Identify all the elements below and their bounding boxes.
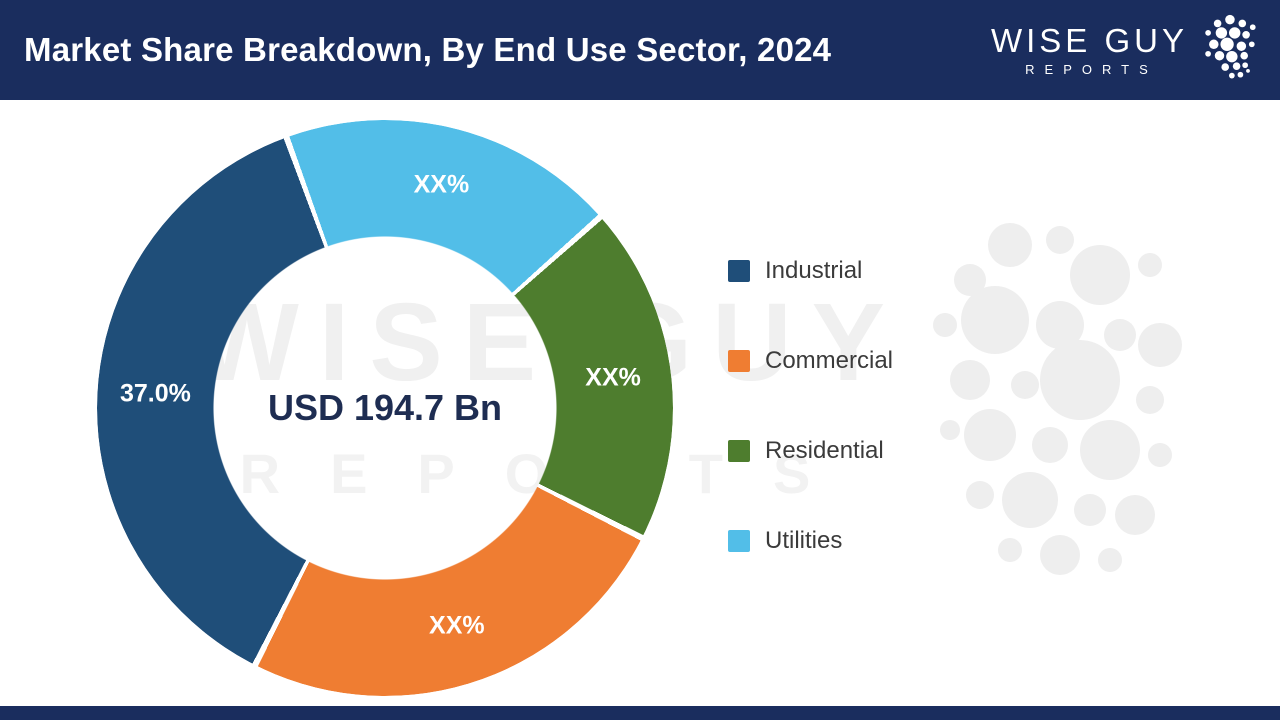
segment-value-label: XX% — [413, 170, 470, 199]
chart-center-value: USD 194.7 Bn — [267, 387, 503, 428]
legend-label: Commercial — [765, 347, 894, 374]
brand-logo: WISE GUY REPORTS — [991, 12, 1258, 88]
segment-value-label: 37.0% — [119, 379, 191, 408]
logo-head-icon — [1205, 14, 1256, 79]
header: Market Share Breakdown, By End Use Secto… — [0, 0, 1280, 100]
legend-item: Utilities — [728, 527, 893, 554]
segment-value-label: XX% — [429, 611, 485, 640]
legend-item: Residential — [728, 437, 893, 464]
watermark-head-graphic — [933, 223, 1182, 575]
chart-legend: Industrial Commercial Residential Utilities — [728, 257, 894, 554]
footer-bar — [0, 706, 1280, 720]
legend-swatch — [728, 440, 750, 462]
legend-swatch — [728, 530, 750, 552]
segment-value-label: XX% — [585, 363, 641, 392]
legend-swatch — [728, 350, 750, 372]
legend-item: Industrial — [728, 257, 893, 284]
logo-line2: REPORTS — [1025, 61, 1158, 77]
donut-chart-wrap: USD 194.7 Bn XX% XX% XX% 37.0% — [97, 120, 673, 696]
legend-label: Residential — [765, 437, 884, 464]
donut-chart — [97, 120, 673, 696]
legend-label: Utilities — [765, 527, 843, 554]
page-title: Market Share Breakdown, By End Use Secto… — [24, 31, 832, 68]
legend-label: Industrial — [765, 257, 863, 284]
legend-swatch — [728, 260, 750, 282]
logo-line1: WISE GUY — [990, 21, 1188, 59]
legend-item: Commercial — [728, 347, 894, 374]
logo-wordmark: WISE GUY REPORTS — [991, 24, 1188, 77]
